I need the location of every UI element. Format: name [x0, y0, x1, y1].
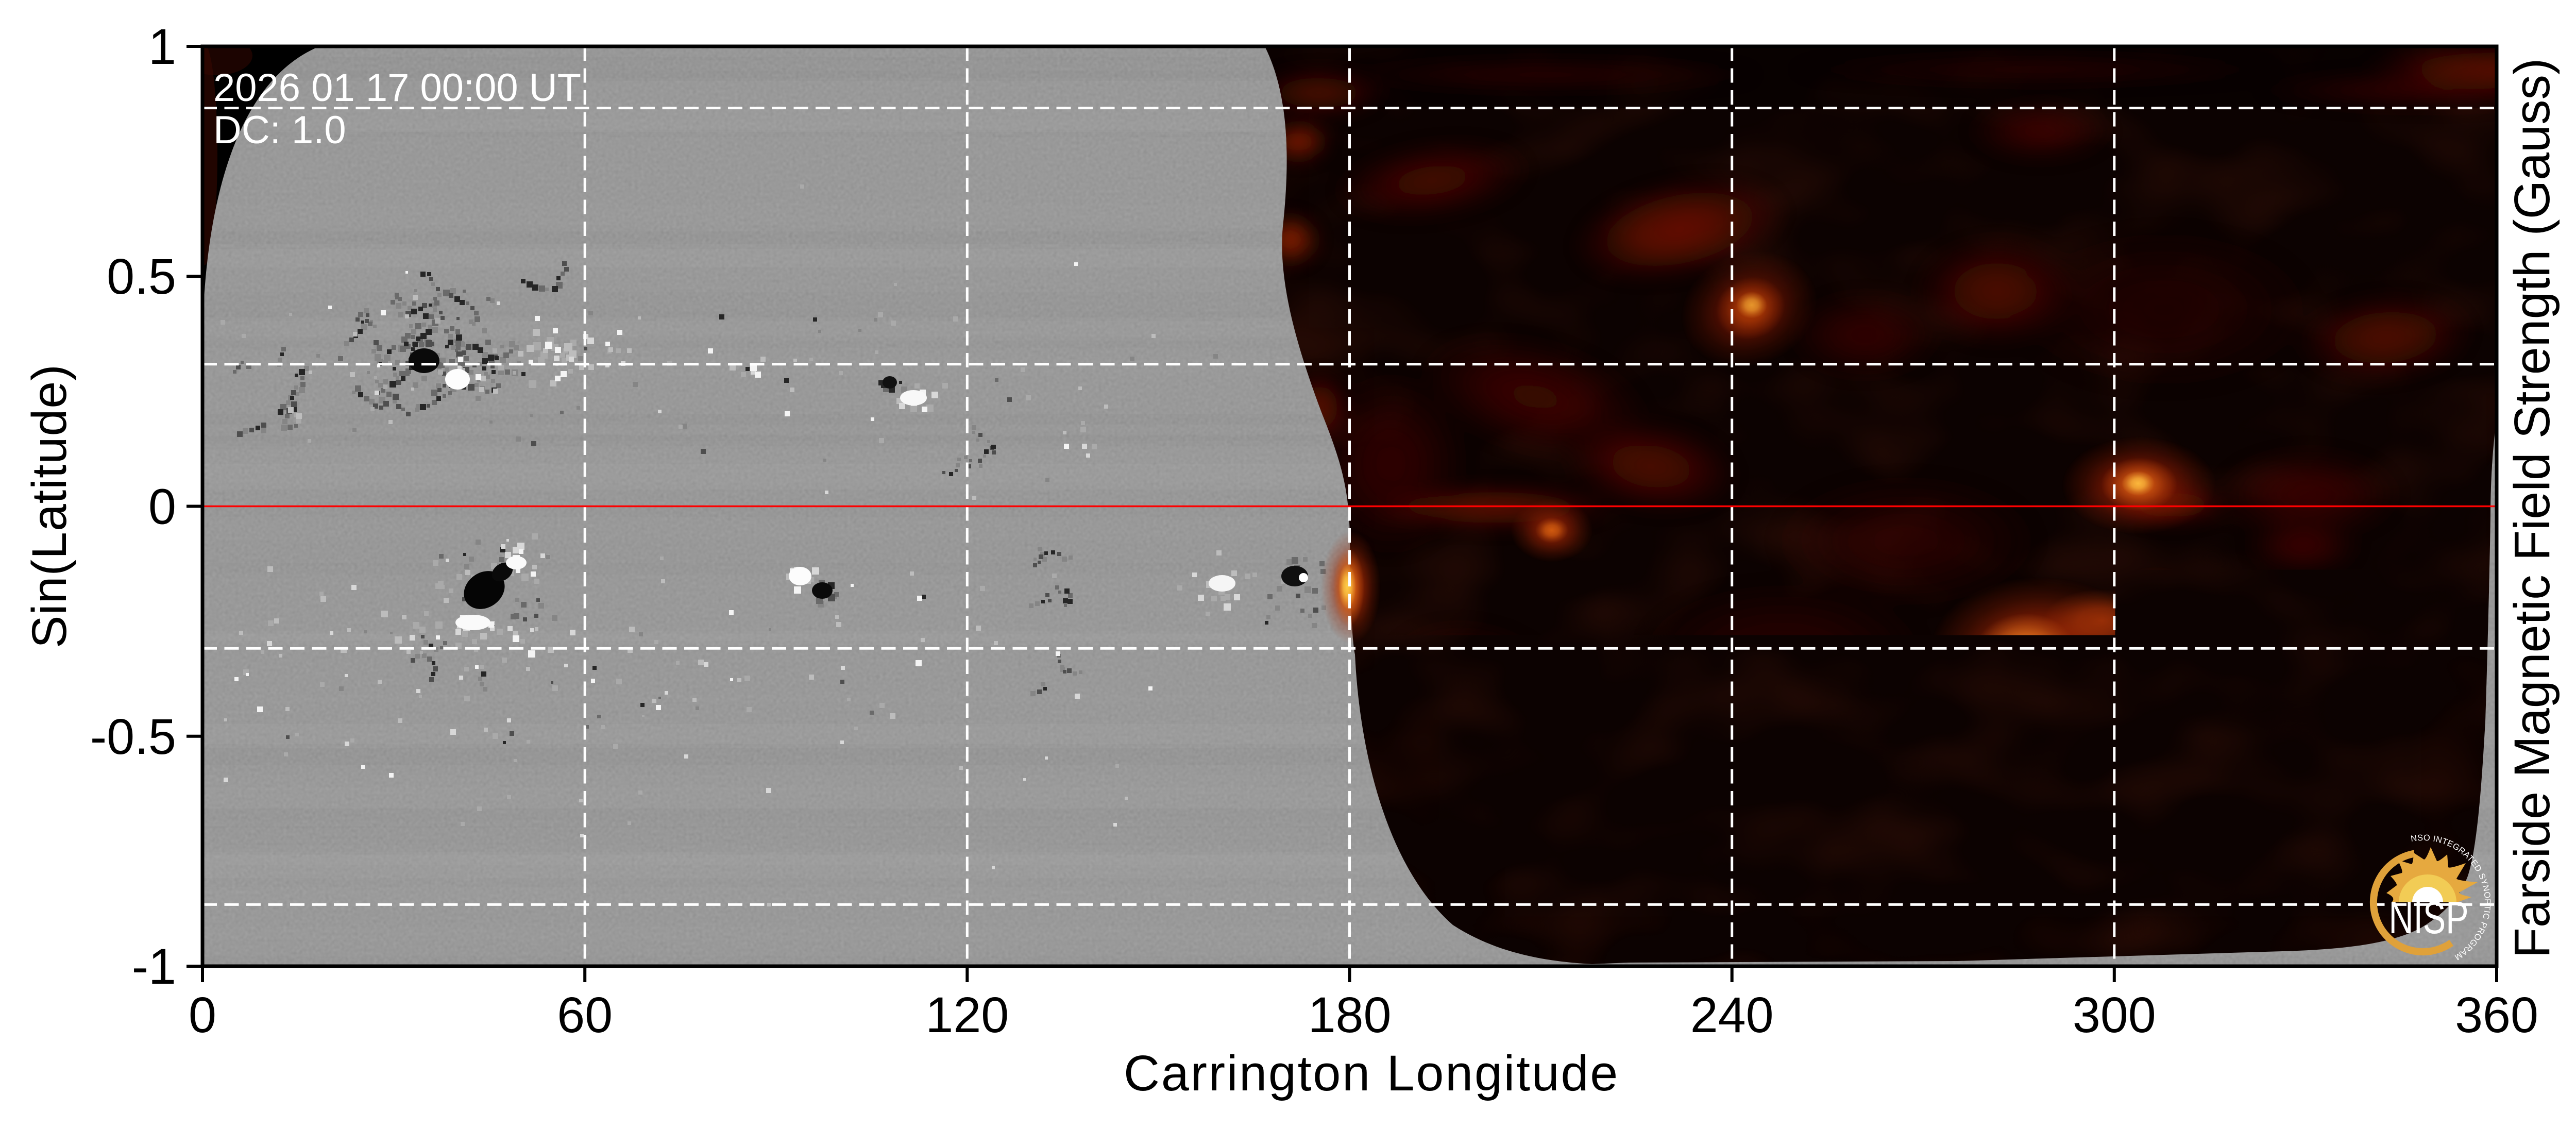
svg-text:60: 60: [557, 987, 613, 1043]
svg-text:Farside Magnetic Field Strengt: Farside Magnetic Field Strength (Gauss): [2504, 58, 2560, 958]
svg-text:360: 360: [2455, 987, 2538, 1043]
svg-text:DC: 1.0: DC: 1.0: [213, 108, 346, 152]
svg-text:Sin(Latitude): Sin(Latitude): [22, 364, 77, 648]
svg-text:2026 01 17 00:00 UT: 2026 01 17 00:00 UT: [213, 66, 581, 110]
svg-text:0.5: 0.5: [107, 248, 176, 305]
svg-text:240: 240: [1690, 987, 1774, 1043]
svg-text:-1: -1: [132, 938, 176, 995]
svg-text:-0.5: -0.5: [90, 709, 176, 765]
svg-text:Carrington Longitude: Carrington Longitude: [1124, 1045, 1619, 1101]
svg-text:0: 0: [189, 987, 216, 1043]
svg-text:300: 300: [2073, 987, 2156, 1043]
svg-text:120: 120: [925, 987, 1009, 1043]
svg-text:1: 1: [148, 19, 176, 75]
svg-text:0: 0: [148, 479, 176, 535]
svg-text:NISP: NISP: [2389, 892, 2469, 943]
svg-text:180: 180: [1308, 987, 1392, 1043]
